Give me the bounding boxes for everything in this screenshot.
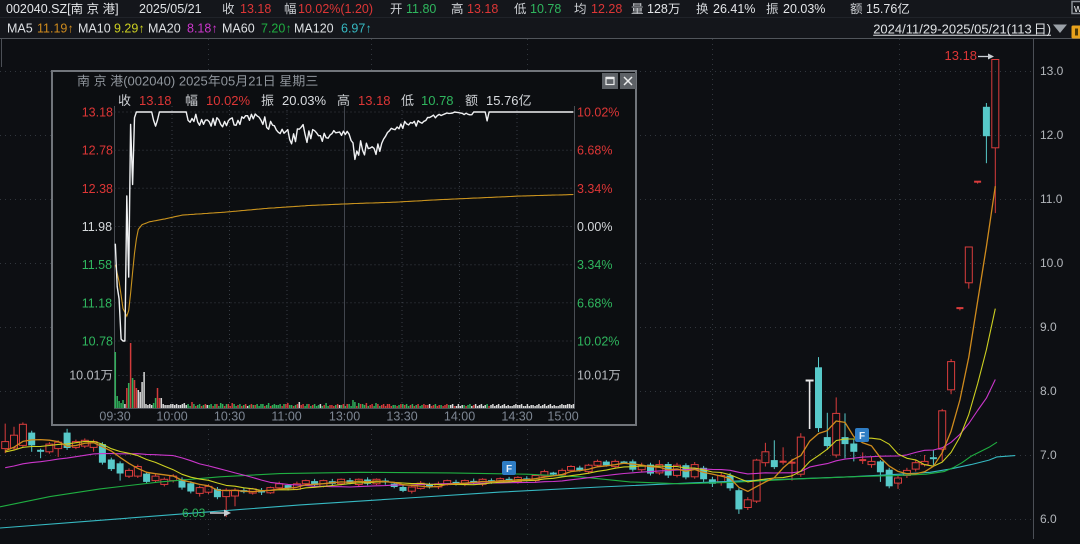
svg-text:11.19↑: 11.19↑ (37, 22, 74, 36)
svg-text:15.76: 15.76 (486, 93, 519, 108)
svg-text:F: F (506, 464, 512, 475)
svg-text:6.68%: 6.68% (577, 144, 612, 158)
svg-text:11.58: 11.58 (82, 258, 112, 272)
svg-text:10:30: 10:30 (214, 410, 245, 424)
svg-text:2025/05/21: 2025/05/21 (139, 2, 202, 16)
svg-text:0.00%: 0.00% (577, 220, 612, 234)
svg-text:14:00: 14:00 (444, 410, 475, 424)
svg-text:6.68%: 6.68% (577, 296, 612, 310)
svg-text:13.18: 13.18 (82, 106, 113, 120)
svg-text:11.98: 11.98 (82, 220, 112, 234)
svg-text:10.02%: 10.02% (577, 106, 619, 120)
svg-text:MA20: MA20 (148, 22, 181, 36)
svg-text:11.0: 11.0 (1040, 192, 1063, 206)
svg-text:11:00: 11:00 (271, 410, 301, 424)
svg-text:21: 21 (248, 74, 262, 89)
svg-text:128: 128 (647, 2, 668, 16)
svg-text:11.80: 11.80 (406, 2, 436, 16)
svg-text:05: 05 (221, 74, 235, 89)
svg-text:15:00: 15:00 (547, 410, 578, 424)
svg-text:10.78: 10.78 (82, 335, 113, 349)
svg-text:10.02%(1.20): 10.02%(1.20) (298, 2, 373, 16)
svg-text:13.18: 13.18 (358, 93, 391, 108)
svg-text:8.18↑: 8.18↑ (187, 22, 218, 36)
svg-text:MA120: MA120 (294, 22, 334, 36)
svg-text:14:30: 14:30 (501, 410, 532, 424)
svg-text:15.76: 15.76 (866, 2, 897, 16)
svg-text:]: ] (115, 2, 118, 16)
svg-text:13.18: 13.18 (240, 2, 271, 16)
svg-text:12.0: 12.0 (1040, 128, 1064, 142)
svg-text:8.0: 8.0 (1040, 384, 1057, 398)
svg-text:10:00: 10:00 (156, 410, 187, 424)
svg-text:09:30: 09:30 (99, 410, 130, 424)
svg-text:7.0: 7.0 (1040, 448, 1057, 462)
svg-text:10.01: 10.01 (69, 369, 100, 383)
svg-text:13:30: 13:30 (386, 410, 417, 424)
svg-text:6.0: 6.0 (1040, 512, 1057, 526)
svg-text:20.03%: 20.03% (282, 93, 327, 108)
svg-text:12.78: 12.78 (82, 144, 113, 158)
svg-text:13:00: 13:00 (329, 410, 360, 424)
svg-text:12.38: 12.38 (82, 182, 113, 196)
svg-text:3.34%: 3.34% (577, 258, 612, 272)
svg-text:2024/11/29-2025/05/21(113: 2024/11/29-2025/05/21(113 (873, 22, 1032, 37)
svg-text:20.03%: 20.03% (783, 2, 825, 16)
svg-text:10.01: 10.01 (577, 369, 608, 383)
svg-text:9.29↑: 9.29↑ (114, 22, 145, 36)
svg-text:7.20↑: 7.20↑ (261, 22, 292, 36)
svg-text:MA60: MA60 (222, 22, 255, 36)
svg-text:): ) (1047, 22, 1051, 37)
svg-text:6.03: 6.03 (182, 506, 206, 520)
svg-text:13.18: 13.18 (467, 2, 498, 16)
svg-text:26.41%: 26.41% (713, 2, 755, 16)
svg-text:10.0: 10.0 (1040, 256, 1064, 270)
svg-text:6.97↑: 6.97↑ (341, 22, 372, 36)
svg-text:(002040) 2025: (002040) 2025 (123, 74, 208, 89)
svg-text:13.18: 13.18 (945, 48, 978, 63)
svg-text:3.34%: 3.34% (577, 182, 612, 196)
svg-text:10.02%: 10.02% (206, 93, 251, 108)
svg-text:w: w (1073, 3, 1080, 15)
svg-text:MA5: MA5 (7, 22, 33, 36)
svg-text:10.78: 10.78 (530, 2, 561, 16)
svg-text:12.28: 12.28 (591, 2, 622, 16)
svg-text:002040.SZ[: 002040.SZ[ (6, 2, 71, 16)
svg-text:11.18: 11.18 (82, 296, 112, 310)
svg-text:MA10: MA10 (78, 22, 111, 36)
svg-text:F: F (859, 431, 865, 442)
svg-text:13.18: 13.18 (139, 93, 172, 108)
svg-text:10.02%: 10.02% (577, 335, 619, 349)
svg-text:10.78: 10.78 (421, 93, 454, 108)
svg-text:9.0: 9.0 (1040, 320, 1057, 334)
svg-text:13.0: 13.0 (1040, 64, 1064, 78)
